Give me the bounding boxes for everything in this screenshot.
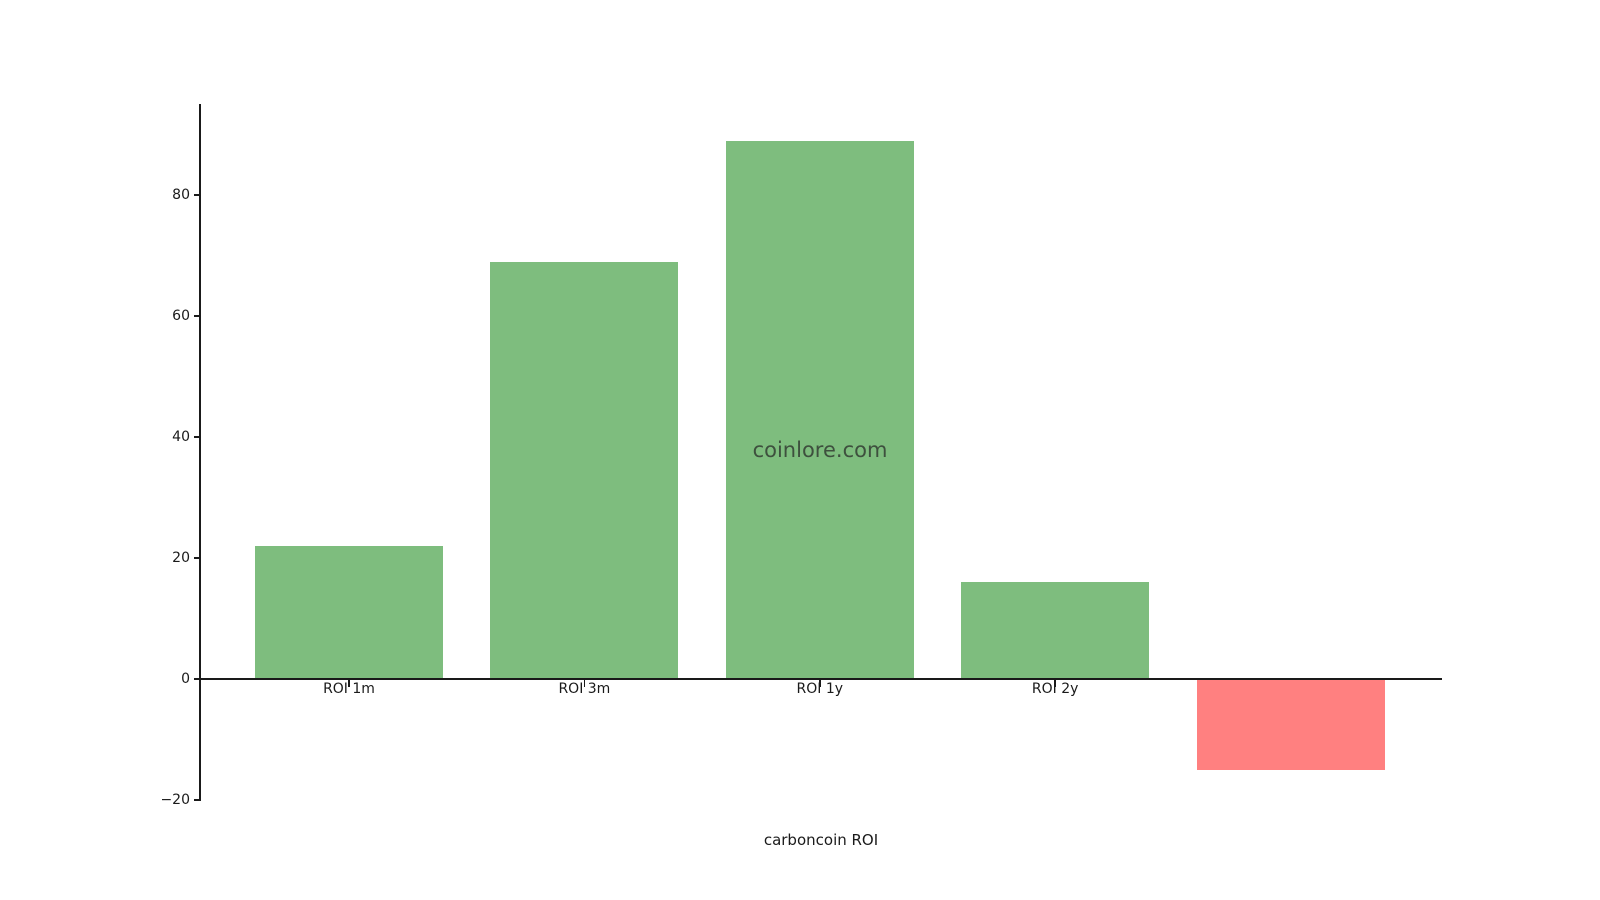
x-tick-mark	[583, 679, 586, 687]
y-tick-label: −20	[160, 792, 190, 808]
x-tick-label: ROI 2y	[1031, 681, 1079, 697]
y-tick-mark	[194, 678, 200, 680]
bar-roi-2y	[961, 582, 1150, 679]
y-axis-line	[199, 104, 201, 801]
bar-roi-3m	[490, 261, 679, 679]
y-tick-mark	[194, 315, 200, 317]
x-tick-mark	[348, 679, 350, 687]
y-tick-mark	[194, 436, 200, 438]
y-tick-label: 20	[172, 550, 190, 566]
x-axis-title: carboncoin ROI	[763, 831, 879, 849]
y-tick-label: 40	[172, 429, 190, 445]
x-tick-label: ROI 1m	[323, 681, 375, 697]
y-tick-mark	[194, 799, 200, 801]
bar-roi-1m	[255, 545, 443, 679]
watermark: coinlore.com	[752, 438, 888, 462]
bar-roi-1y	[725, 140, 914, 679]
bar-unlabeled	[1196, 679, 1385, 770]
x-tick-mark	[1054, 679, 1056, 687]
y-tick-label: 60	[172, 308, 190, 324]
x-axis-zero-line	[199, 678, 1443, 680]
y-tick-label: 80	[172, 187, 190, 203]
x-tick-mark	[819, 679, 821, 687]
y-tick-mark	[194, 557, 200, 559]
y-tick-label: 0	[181, 671, 190, 687]
x-tick-label: ROI 3m	[558, 681, 611, 697]
x-tick-label: ROI 1y	[796, 681, 844, 697]
y-tick-mark	[194, 194, 200, 196]
